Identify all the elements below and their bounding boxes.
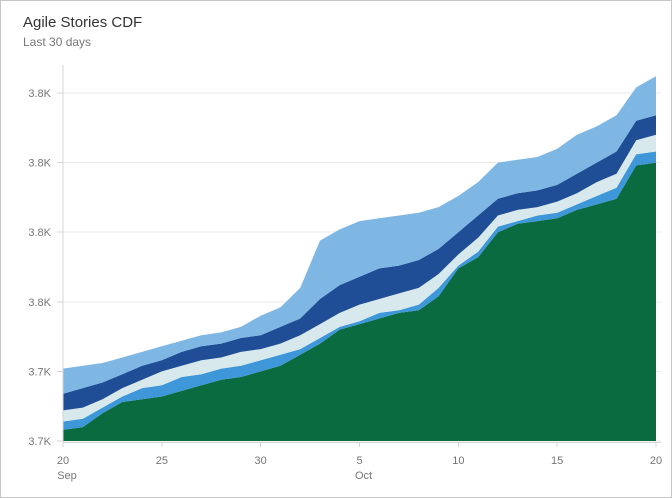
widget-header: Agile Stories CDF Last 30 days (23, 13, 142, 50)
area-band-5-sky-blue[interactable] (63, 76, 656, 394)
month-label: Sep (57, 470, 77, 482)
y-tick-label: 3.7K (28, 366, 51, 378)
x-tick-label: 20 (57, 455, 69, 467)
area-band-1-dark-green[interactable] (63, 162, 656, 441)
x-tick-label: 25 (156, 455, 168, 467)
area-band-4-dark-navy[interactable] (63, 115, 656, 411)
x-tick-label: 10 (452, 455, 464, 467)
widget-title: Agile Stories CDF (23, 14, 143, 31)
x-tick-label: 15 (551, 455, 563, 467)
y-tick-label: 3.8K (28, 227, 51, 239)
y-tick-label: 3.8K (28, 88, 51, 100)
x-tick-label: 5 (356, 455, 362, 467)
y-tick-label: 3.7K (28, 436, 51, 448)
y-tick-label: 3.8K (28, 297, 51, 309)
month-label: Oct (355, 470, 372, 482)
area-band-3-pale-blue[interactable] (63, 134, 656, 422)
x-tick-label: 30 (255, 455, 267, 467)
widget-subtitle: Last 30 days (23, 35, 92, 49)
x-tick-label: 20 (650, 455, 662, 467)
y-tick-label: 3.8K (28, 158, 51, 170)
